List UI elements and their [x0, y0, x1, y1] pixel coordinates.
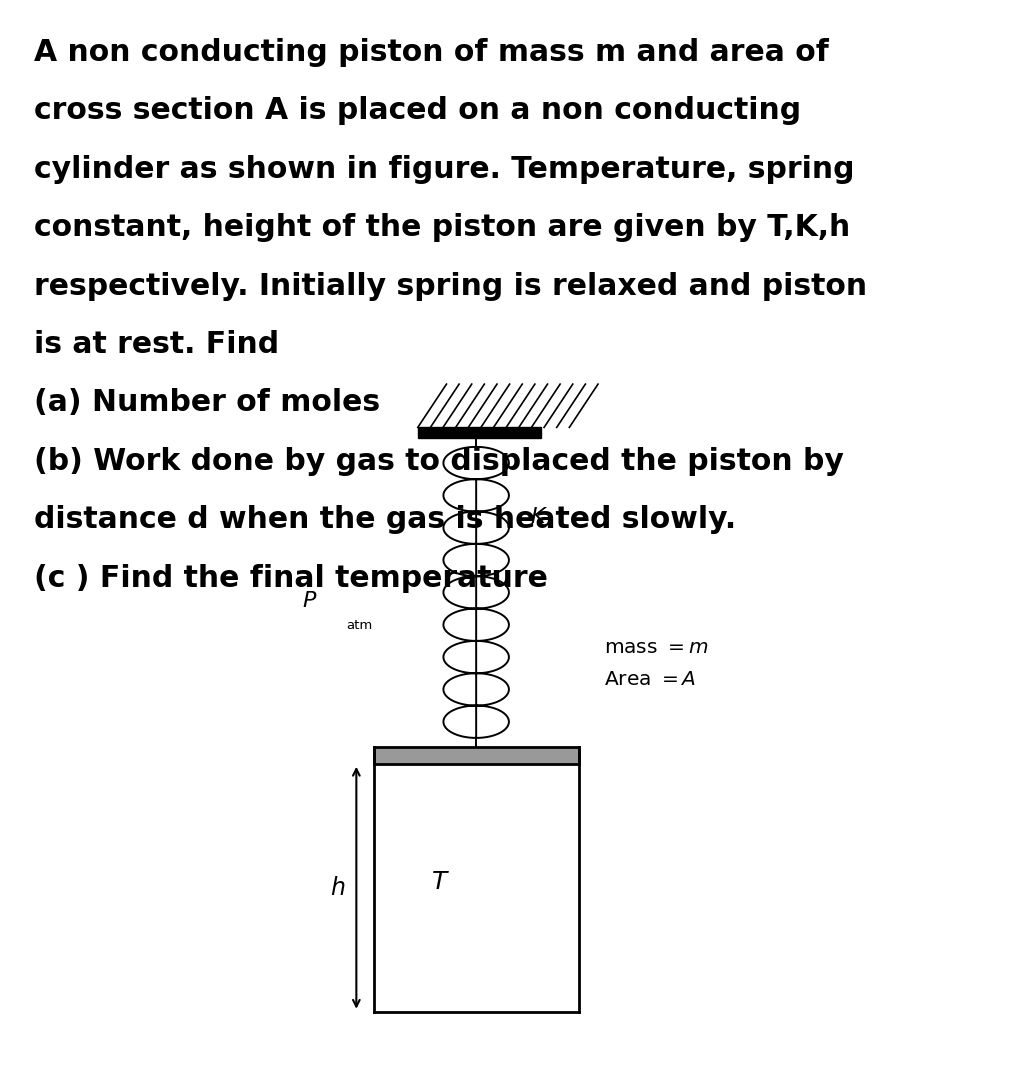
Text: is at rest. Find: is at rest. Find: [34, 330, 279, 359]
Text: cylinder as shown in figure. Temperature, spring: cylinder as shown in figure. Temperature…: [34, 155, 854, 184]
Text: (b) Work done by gas to displaced the piston by: (b) Work done by gas to displaced the pi…: [34, 447, 844, 476]
Text: distance d when the gas is heated slowly.: distance d when the gas is heated slowly…: [34, 505, 736, 535]
Text: $K$: $K$: [530, 507, 549, 527]
Bar: [418, 427, 541, 438]
Bar: [374, 747, 579, 764]
Text: (c ) Find the final temperature: (c ) Find the final temperature: [34, 564, 548, 593]
Text: atm: atm: [346, 619, 373, 632]
Text: cross section A is placed on a non conducting: cross section A is placed on a non condu…: [34, 96, 801, 126]
Text: $h$: $h$: [330, 875, 346, 900]
Text: A non conducting piston of mass m and area of: A non conducting piston of mass m and ar…: [34, 38, 828, 67]
Text: $T$: $T$: [431, 870, 450, 894]
Text: constant, height of the piston are given by T,K,h: constant, height of the piston are given…: [34, 213, 850, 242]
Text: Area $= A$: Area $= A$: [604, 670, 696, 689]
Text: mass $= m$: mass $= m$: [604, 637, 709, 657]
Text: respectively. Initially spring is relaxed and piston: respectively. Initially spring is relaxe…: [34, 272, 867, 301]
Text: (a) Number of moles: (a) Number of moles: [34, 388, 380, 418]
Text: $P$: $P$: [301, 591, 317, 610]
